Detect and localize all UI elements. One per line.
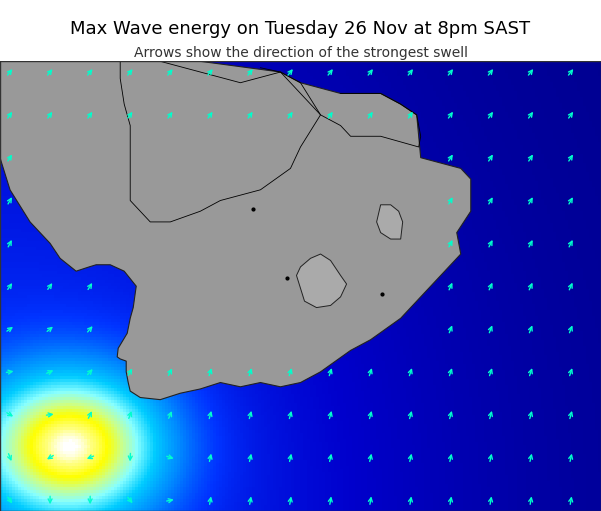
Polygon shape [0, 61, 471, 400]
Polygon shape [296, 254, 347, 308]
Polygon shape [377, 205, 403, 239]
Text: Max Wave energy on Tuesday 26 Nov at 8pm SAST: Max Wave energy on Tuesday 26 Nov at 8pm… [70, 20, 531, 38]
Text: Arrows show the direction of the strongest swell: Arrows show the direction of the stronge… [133, 46, 468, 60]
